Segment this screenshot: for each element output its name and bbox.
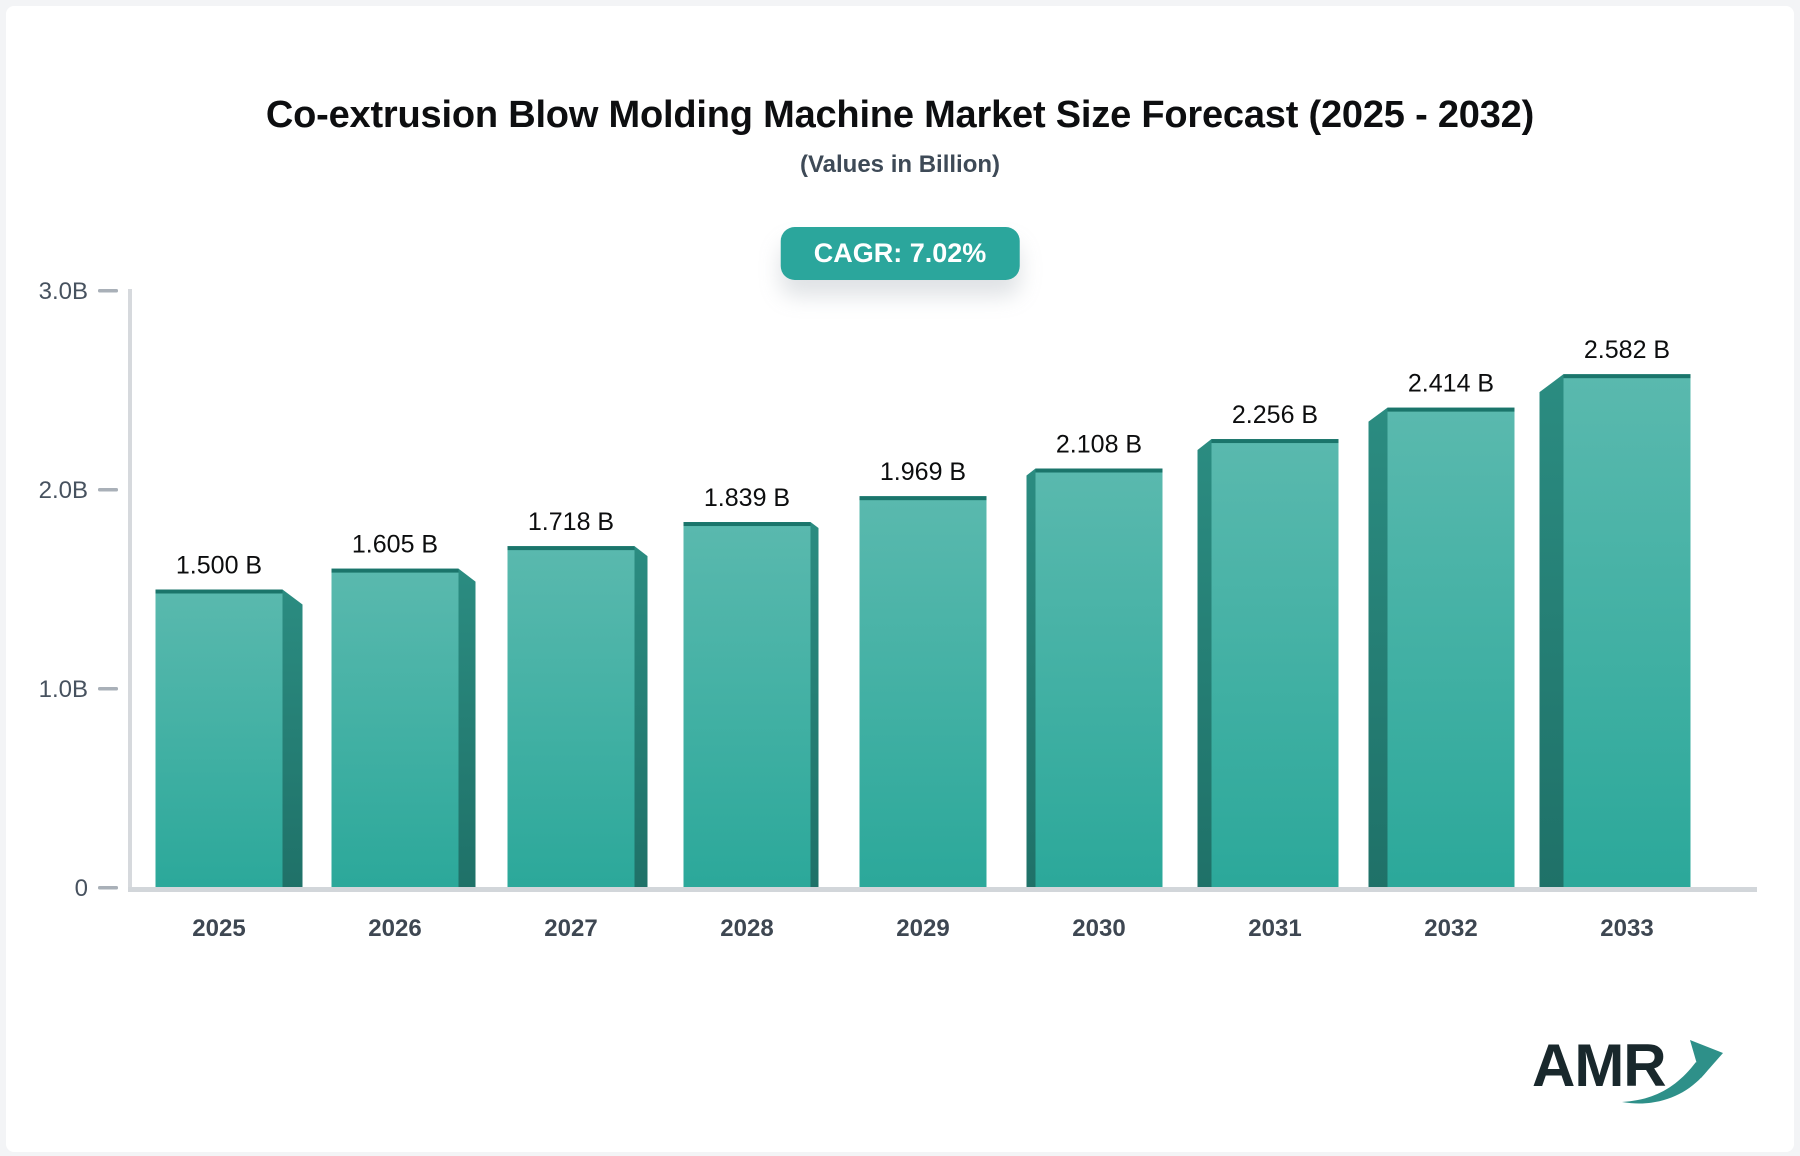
amr-logo: AMR bbox=[1532, 1032, 1723, 1116]
bar-side-face bbox=[282, 589, 303, 890]
bar-side-face bbox=[1197, 439, 1212, 890]
amr-logo-text: AMR bbox=[1532, 1032, 1667, 1099]
bar-side-face bbox=[810, 522, 819, 890]
bar-top-edge bbox=[331, 568, 459, 573]
x-axis-label: 2028 bbox=[720, 915, 773, 942]
bar-value-label: 1.718 B bbox=[528, 508, 614, 536]
cagr-badge: CAGR: 7.02% bbox=[780, 227, 1020, 280]
bar bbox=[859, 496, 987, 890]
y-tick-dash bbox=[98, 289, 118, 293]
bar-value-label: 2.582 B bbox=[1584, 336, 1670, 364]
x-axis-label: 2031 bbox=[1248, 915, 1301, 942]
bar-value-label: 1.500 B bbox=[176, 552, 262, 580]
bar bbox=[155, 589, 283, 890]
bar-value-label: 2.108 B bbox=[1056, 431, 1142, 459]
bar-value-label: 2.256 B bbox=[1232, 401, 1318, 429]
x-axis-line bbox=[128, 887, 1757, 892]
bar-top-edge bbox=[155, 589, 283, 594]
bar-top-edge bbox=[1035, 468, 1163, 473]
x-axis-label: 2033 bbox=[1600, 915, 1653, 942]
bar-side-face bbox=[1368, 407, 1388, 890]
y-axis-label: 2.0B bbox=[39, 477, 88, 504]
bar-top-edge bbox=[859, 496, 987, 501]
bar-value-label: 1.839 B bbox=[704, 484, 790, 512]
chart-header: Co-extrusion Blow Molding Machine Market… bbox=[0, 94, 1800, 179]
x-axis-label: 2032 bbox=[1424, 915, 1477, 942]
x-axis-label: 2026 bbox=[368, 915, 421, 942]
bar bbox=[1035, 468, 1163, 890]
bar-top-edge bbox=[1387, 407, 1515, 412]
y-axis-label: 3.0B bbox=[39, 278, 88, 305]
x-axis-label: 2030 bbox=[1072, 915, 1125, 942]
x-axis-label: 2025 bbox=[192, 915, 245, 942]
bar bbox=[1211, 439, 1339, 890]
chart-subtitle: (Values in Billion) bbox=[799, 151, 1001, 178]
x-axis-label: 2027 bbox=[544, 915, 597, 942]
bar bbox=[683, 522, 811, 890]
bar-value-label: 1.969 B bbox=[880, 458, 966, 486]
bar-top-edge bbox=[507, 546, 635, 551]
bar-top-edge bbox=[683, 522, 811, 527]
bar bbox=[507, 546, 635, 890]
bar-value-label: 1.605 B bbox=[352, 531, 438, 559]
bar bbox=[1387, 407, 1515, 890]
x-axis-label: 2029 bbox=[896, 915, 949, 942]
bar-value-label: 2.414 B bbox=[1408, 370, 1494, 398]
growth-arrow-icon bbox=[1622, 1040, 1723, 1104]
y-tick-dash bbox=[98, 886, 118, 890]
chart-title: Co-extrusion Blow Molding Machine Market… bbox=[265, 94, 1535, 136]
bar-side-face bbox=[1026, 468, 1036, 890]
y-axis-label: 1.0B bbox=[39, 676, 88, 703]
bar bbox=[331, 568, 459, 890]
y-axis-label: 0 bbox=[75, 875, 88, 902]
bar-top-edge bbox=[1211, 439, 1339, 444]
bar-side-face bbox=[1539, 374, 1564, 890]
y-tick-dash bbox=[98, 488, 118, 492]
y-tick-dash bbox=[98, 687, 118, 691]
bar-top-edge bbox=[1563, 374, 1691, 379]
y-axis-line bbox=[128, 289, 132, 892]
bar-side-face bbox=[458, 568, 476, 890]
bar bbox=[1563, 374, 1691, 890]
bar-side-face bbox=[634, 546, 648, 890]
